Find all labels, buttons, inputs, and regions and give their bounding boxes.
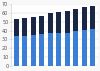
Bar [14, 19, 19, 36]
Bar [82, 7, 87, 30]
Bar [48, 33, 53, 66]
Bar [31, 35, 36, 66]
Bar [39, 34, 44, 66]
Bar [22, 18, 27, 36]
Bar [48, 13, 53, 33]
Bar [73, 9, 78, 31]
Bar [56, 12, 61, 33]
Bar [82, 30, 87, 66]
Bar [90, 29, 95, 66]
Bar [65, 11, 70, 33]
Bar [90, 6, 95, 29]
Bar [22, 36, 27, 66]
Bar [73, 31, 78, 66]
Bar [56, 33, 61, 66]
Bar [39, 16, 44, 34]
Bar [65, 33, 70, 66]
Bar [31, 17, 36, 35]
Bar [14, 36, 19, 66]
